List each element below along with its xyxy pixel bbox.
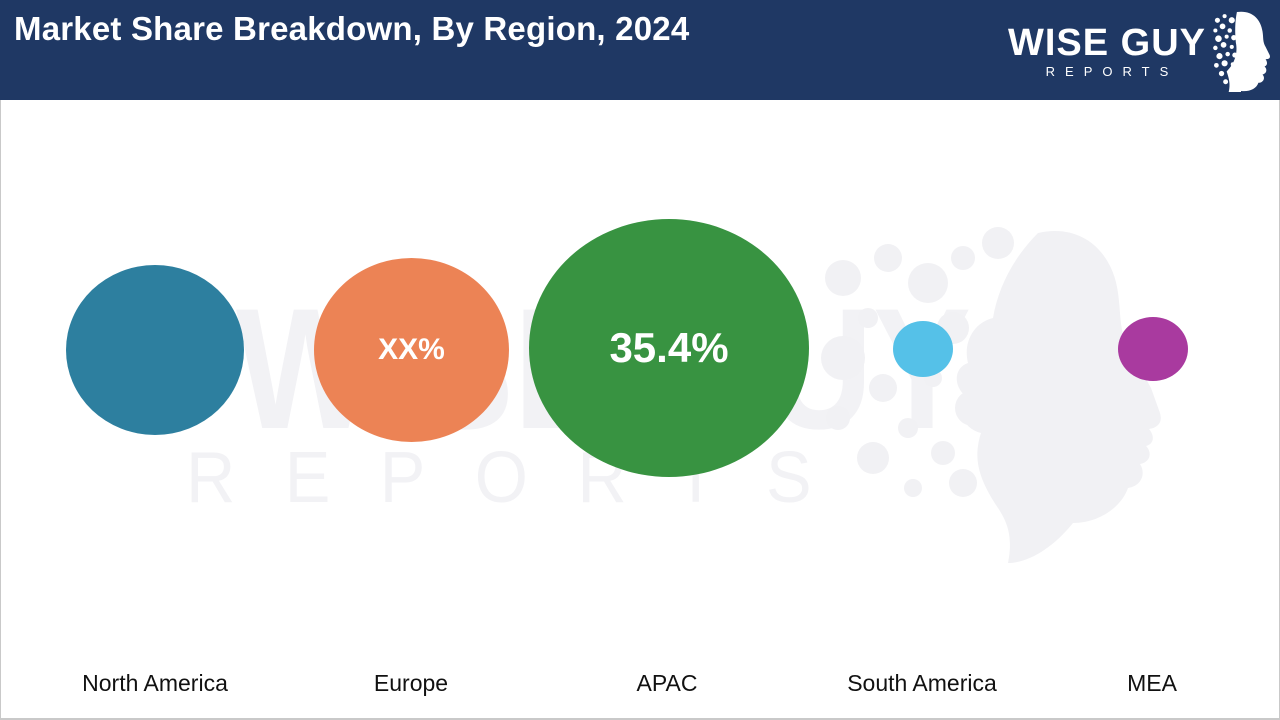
bubble-europe: XX%	[314, 258, 509, 442]
brand-logo: WISE GUY REPORTS	[1008, 6, 1274, 96]
watermark-face	[821, 227, 1161, 563]
logo-wordmark: WISE GUY	[1007, 21, 1206, 64]
chart-title: Market Share Breakdown, By Region, 2024	[14, 10, 690, 47]
watermark-subtitle: REPORTS	[186, 438, 861, 518]
category-label-apac: APAC	[636, 670, 698, 696]
bubble-value-europe: XX%	[378, 333, 445, 366]
bubble-mea	[1118, 317, 1188, 381]
category-label-north-america: North America	[82, 670, 228, 696]
brand-logo-text: WISE GUY REPORTS	[1008, 24, 1206, 79]
bubble-value-apac: 35.4%	[609, 324, 729, 371]
brand-face-icon	[1213, 11, 1270, 92]
chart-area: WISE GUY REPORTS XX% 35.4%	[0, 100, 1280, 720]
category-label-south-america: South America	[847, 670, 997, 696]
bubble-south-america	[893, 321, 953, 377]
header-bar: Market Share Breakdown, By Region, 2024 …	[0, 0, 1280, 100]
category-label-europe: Europe	[373, 670, 449, 696]
logo-subtitle: REPORTS	[1045, 63, 1179, 79]
category-label-mea: MEA	[1127, 670, 1177, 696]
bubble-apac: 35.4%	[529, 219, 809, 477]
bubble-north-america	[66, 265, 244, 435]
